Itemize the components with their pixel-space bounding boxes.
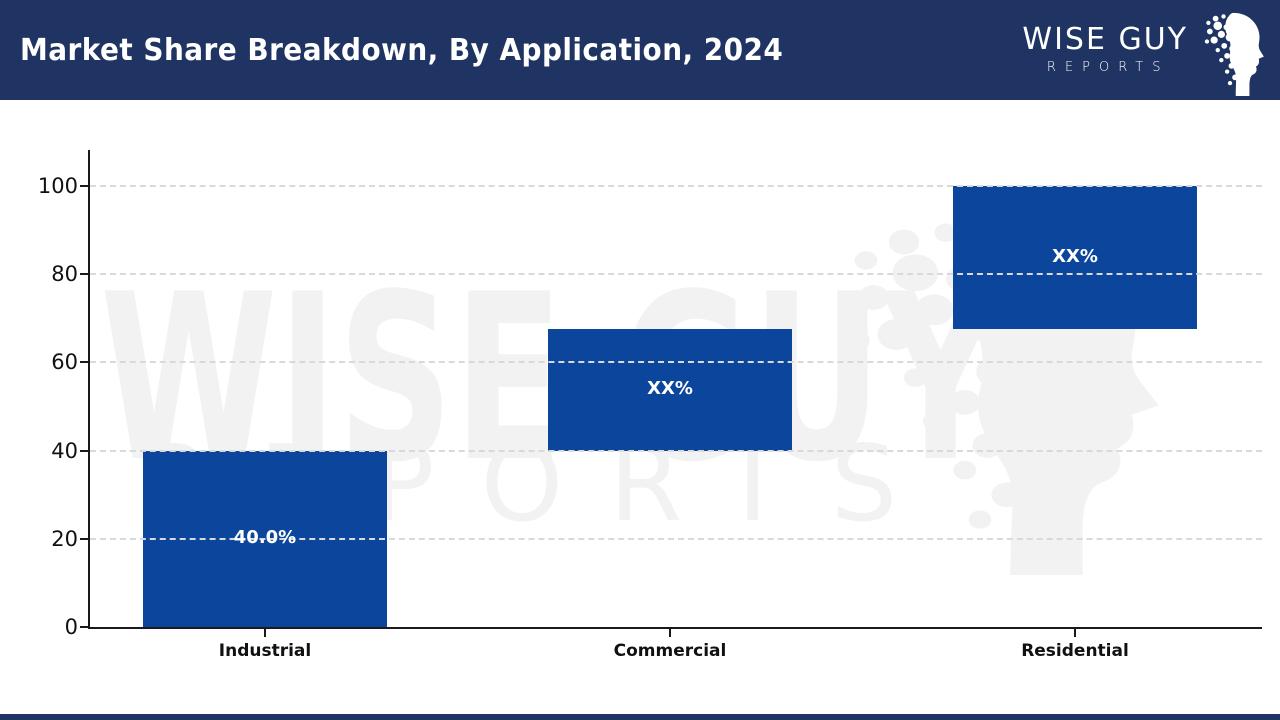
bar-value-label: 40.0% <box>233 526 297 548</box>
page-title: Market Share Breakdown, By Application, … <box>20 33 784 68</box>
gridline-40 <box>90 449 1262 452</box>
bar-residential <box>953 186 1197 330</box>
gridline-20 <box>90 537 1262 540</box>
y-tick-label-0: 0 <box>64 615 78 639</box>
logo-text: WISE GUY REPORTS <box>1022 22 1188 75</box>
y-tick-0 <box>80 626 88 628</box>
gridline-80 <box>90 273 1262 276</box>
logo-subtitle: REPORTS <box>1046 60 1170 75</box>
y-tick-60 <box>80 361 88 364</box>
y-tick-label-100: 100 <box>37 174 78 198</box>
x-tick-industrial <box>264 629 266 637</box>
bar-value-label: XX% <box>1052 245 1098 267</box>
x-tick-label-commercial: Commercial <box>613 641 727 661</box>
y-tick-80 <box>80 273 88 276</box>
y-tick-label-20: 20 <box>51 526 78 551</box>
bar-value-label: XX% <box>647 377 693 399</box>
wise-guy-logo: WISE GUY REPORTS <box>1018 6 1268 96</box>
y-tick-label-40: 40 <box>51 438 78 463</box>
y-tick-20 <box>80 537 88 540</box>
x-axis-line <box>88 627 1262 629</box>
x-tick-commercial <box>669 629 671 637</box>
footer-bar <box>0 714 1280 720</box>
y-axis-line <box>88 150 90 629</box>
y-tick-100 <box>80 185 88 187</box>
x-tick-residential <box>1074 629 1076 637</box>
header-bar: Market Share Breakdown, By Application, … <box>0 0 1280 100</box>
x-tick-label-residential: Residential <box>1021 641 1129 661</box>
gridline-60 <box>90 361 1262 364</box>
y-tick-label-60: 60 <box>51 350 78 375</box>
head-profile-icon <box>1204 12 1264 96</box>
bar-commercial <box>548 329 792 451</box>
logo-wordmark: WISE GUY <box>1022 22 1188 57</box>
y-tick-40 <box>80 449 88 452</box>
y-tick-label-80: 80 <box>51 262 78 287</box>
gridline-100 <box>90 185 1262 187</box>
x-tick-label-industrial: Industrial <box>218 641 312 661</box>
